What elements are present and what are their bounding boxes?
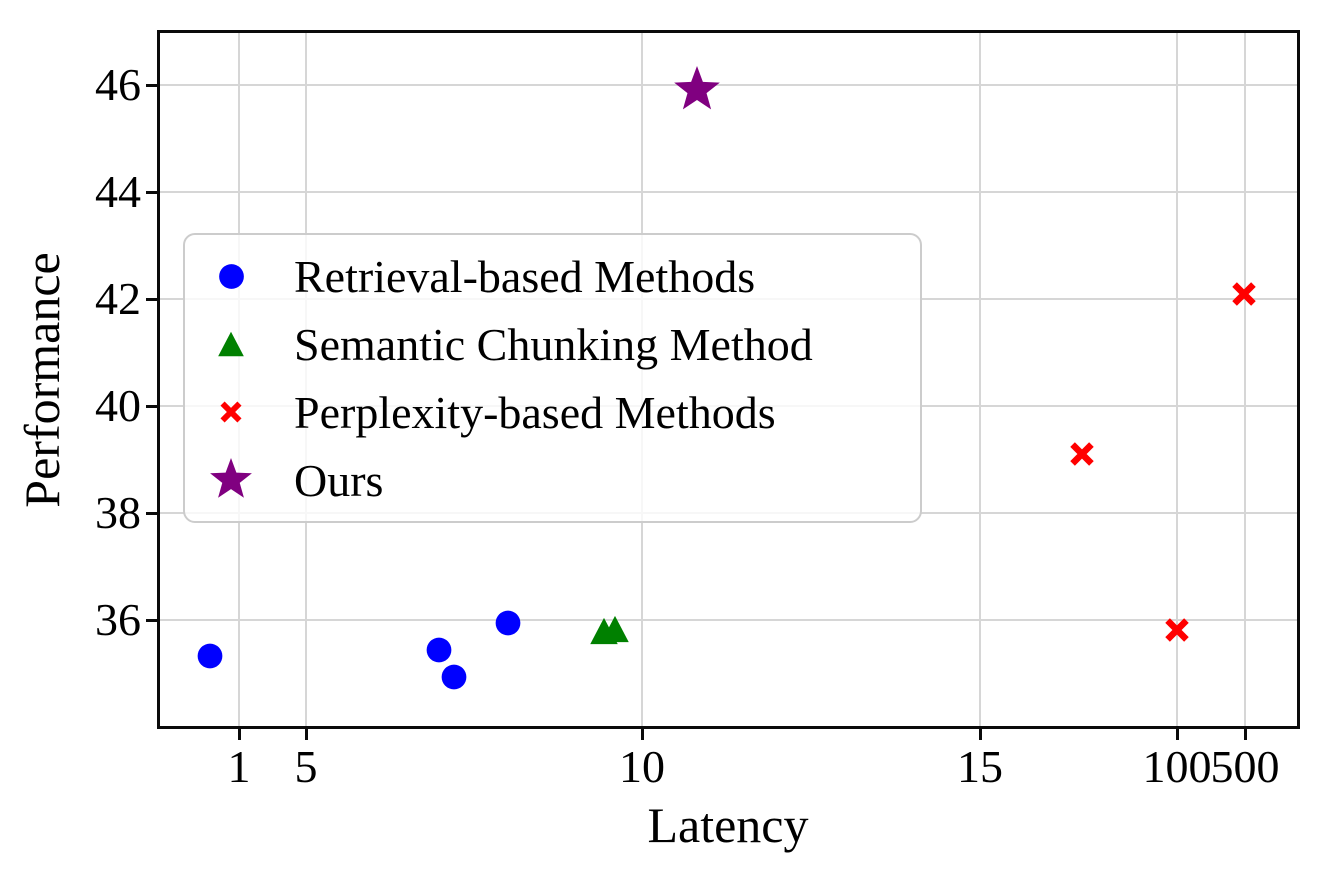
y-tick-label-44: 44 xyxy=(95,166,141,217)
legend-x-icon xyxy=(185,399,277,425)
y-tick-label-38: 38 xyxy=(95,487,141,538)
data-point-circle-1 xyxy=(197,643,224,670)
y-tick-mark-44 xyxy=(146,191,157,194)
y-tick-label-42: 42 xyxy=(95,273,141,324)
x-tick-label-5: 5 xyxy=(294,741,318,792)
x-tick-mark-5 xyxy=(305,729,308,740)
v-gridline-x100 xyxy=(1176,33,1178,726)
legend-star-icon xyxy=(185,458,277,502)
x-tick-mark-500 xyxy=(1244,729,1247,740)
data-point-circle-2 xyxy=(426,637,453,664)
legend-row-2: Semantic Chunking Method xyxy=(185,315,920,373)
legend-label: Perplexity-based Methods xyxy=(294,386,776,438)
data-point-circle-3 xyxy=(441,664,468,691)
h-gridline-y46 xyxy=(160,84,1297,86)
legend-label: Retrieval-based Methods xyxy=(294,250,756,302)
data-point-x-1 xyxy=(1068,440,1097,469)
legend-row-3: Perplexity-based Methods xyxy=(185,383,920,441)
legend: Retrieval-based Methods Semantic Chunking… xyxy=(183,233,922,523)
legend-label: Ours xyxy=(294,454,384,506)
x-tick-mark-1 xyxy=(238,729,241,740)
y-tick-mark-40 xyxy=(146,405,157,408)
x-tick-label-1: 1 xyxy=(227,741,251,792)
legend-triangle-icon xyxy=(185,330,277,358)
x-tick-label-10: 10 xyxy=(619,741,665,792)
legend-row-1: Retrieval-based Methods xyxy=(185,247,920,305)
y-tick-mark-38 xyxy=(146,512,157,515)
v-gridline-x500 xyxy=(1244,33,1246,726)
y-tick-label-46: 46 xyxy=(95,59,141,110)
x-tick-label-15: 15 xyxy=(957,741,1003,792)
legend-label: Semantic Chunking Method xyxy=(294,318,813,370)
h-gridline-y36 xyxy=(160,619,1297,621)
legend-row-4: Ours xyxy=(185,451,920,509)
y-tick-mark-46 xyxy=(146,84,157,87)
x-tick-label-100: 100 xyxy=(1142,741,1212,792)
data-point-circle-4 xyxy=(495,610,522,637)
x-tick-mark-100 xyxy=(1176,729,1179,740)
y-tick-label-40: 40 xyxy=(95,380,141,431)
x-tick-label-500: 500 xyxy=(1210,741,1280,792)
h-gridline-y44 xyxy=(160,191,1297,193)
v-gridline-x15 xyxy=(979,33,981,726)
data-point-x-2 xyxy=(1163,616,1192,645)
y-tick-mark-36 xyxy=(146,619,157,622)
x-tick-mark-15 xyxy=(979,729,982,740)
data-point-triangle-2 xyxy=(600,614,630,644)
legend-circle-icon xyxy=(185,263,277,290)
data-point-star-1 xyxy=(673,66,721,114)
x-tick-mark-10 xyxy=(641,729,644,740)
y-tick-label-36: 36 xyxy=(95,594,141,645)
y-tick-mark-42 xyxy=(146,298,157,301)
x-axis-title: Latency xyxy=(647,797,809,853)
data-point-x-3 xyxy=(1230,280,1259,309)
